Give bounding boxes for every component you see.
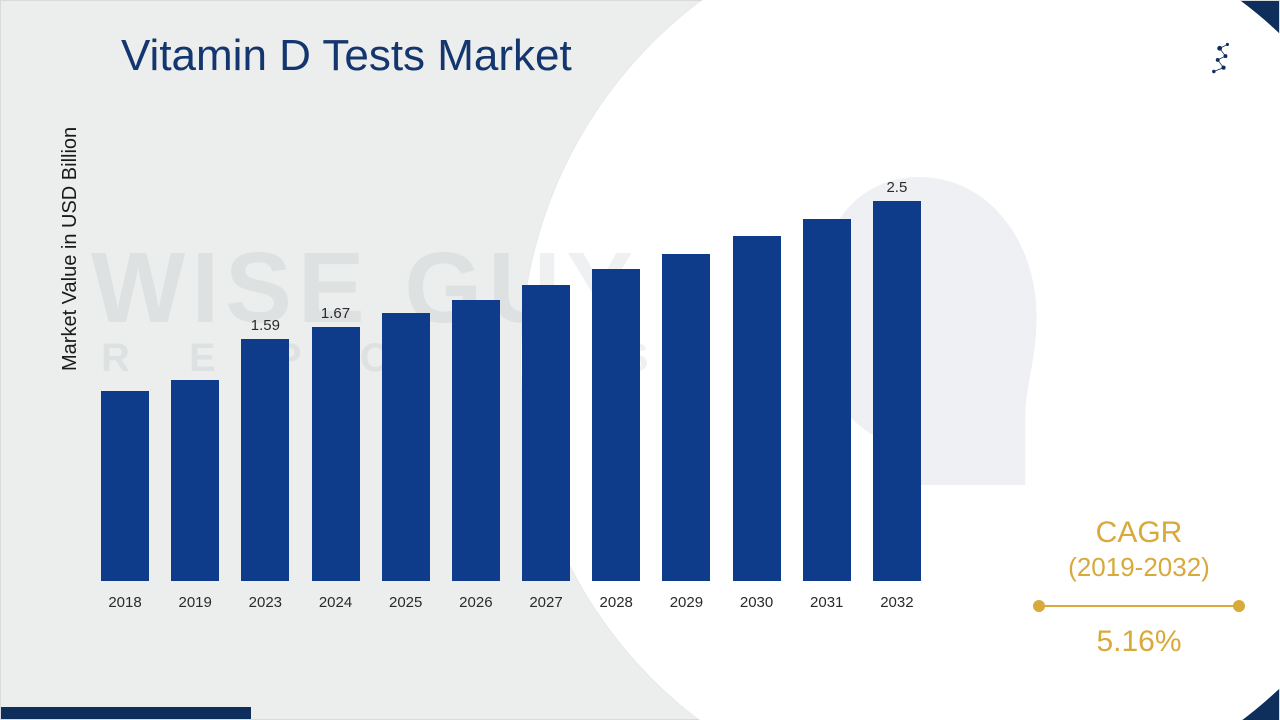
- cagr-block: CAGR (2019-2032) 5.16%: [999, 516, 1279, 659]
- bar: [171, 380, 219, 581]
- x-axis-label: 2025: [382, 594, 430, 611]
- bar-group: [733, 236, 781, 581]
- bar: [452, 300, 500, 581]
- bar-group: [382, 313, 430, 581]
- cagr-title: CAGR: [999, 516, 1279, 550]
- bar: [312, 327, 360, 581]
- bar: [592, 269, 640, 581]
- brand-sub-text: R E P O R T S: [914, 68, 1173, 86]
- bar-group: [803, 219, 851, 581]
- bar-value-label: 1.67: [321, 305, 350, 322]
- x-axis-label: 2028: [592, 594, 640, 611]
- x-axis-label: 2019: [171, 594, 219, 611]
- bar-group: [101, 391, 149, 581]
- brand-main-text: WISE GUY: [912, 31, 1173, 68]
- brand-head-icon: [1181, 29, 1239, 87]
- y-axis-title: Market Value in USD Billion: [59, 127, 82, 371]
- bar: [241, 339, 289, 581]
- bar: [873, 201, 921, 581]
- bar-group: [452, 300, 500, 581]
- bar-value-label: 2.5: [886, 179, 907, 196]
- bar: [733, 236, 781, 581]
- bar: [522, 285, 570, 581]
- x-axis-label: 2029: [662, 594, 710, 611]
- bar-value-label: 1.59: [251, 317, 280, 334]
- brand-logo: WISE GUY R E P O R T S: [912, 29, 1239, 87]
- bar-group: [171, 380, 219, 581]
- bar-chart: 1.59 1.67 2.5 2018 2019 2023 2024 2025 2026 2027…: [101, 171, 921, 611]
- bars-container: 1.59 1.67 2.5: [101, 201, 921, 581]
- x-axis-labels: 2018 2019 2023 2024 2025 2026 2027 2028 2029 2030…: [101, 594, 921, 611]
- x-axis-label: 2024: [312, 594, 360, 611]
- x-axis-label: 2031: [803, 594, 851, 611]
- bottom-accent-bar: [1, 707, 251, 719]
- bar-group: [522, 285, 570, 581]
- bar: [662, 254, 710, 581]
- cagr-divider: [1039, 605, 1239, 607]
- bar: [803, 219, 851, 581]
- x-axis-label: 2018: [101, 594, 149, 611]
- x-axis-label: 2023: [241, 594, 289, 611]
- chart-title: Vitamin D Tests Market: [121, 31, 572, 81]
- x-axis-label: 2032: [873, 594, 921, 611]
- bar-group: 1.59: [241, 339, 289, 581]
- cagr-value: 5.16%: [999, 625, 1279, 659]
- bar-group: 2.5: [873, 201, 921, 581]
- x-axis-label: 2030: [733, 594, 781, 611]
- bar-group: 1.67: [312, 327, 360, 581]
- x-axis-label: 2027: [522, 594, 570, 611]
- infographic-canvas: WISE GUY R E P O R T S Vitamin D Tests M…: [0, 0, 1280, 720]
- bar-group: [662, 254, 710, 581]
- x-axis-label: 2026: [452, 594, 500, 611]
- bar: [101, 391, 149, 581]
- cagr-years: (2019-2032): [999, 552, 1279, 583]
- bar: [382, 313, 430, 581]
- bar-group: [592, 269, 640, 581]
